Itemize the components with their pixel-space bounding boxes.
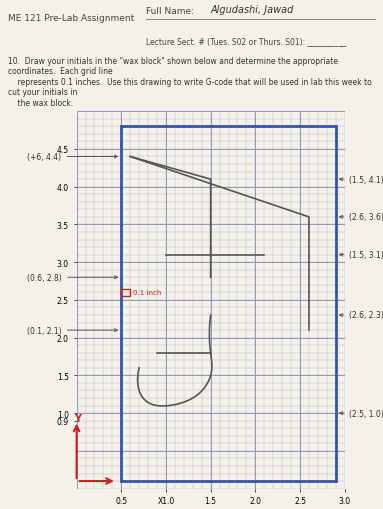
- Text: (2.6, 3.6): (2.6, 3.6): [340, 213, 383, 222]
- Text: Y: Y: [74, 413, 81, 423]
- Text: (2.6, 2.3): (2.6, 2.3): [340, 311, 383, 320]
- Text: Lecture Sect. # (Tues. S02 or Thurs. S01): __________: Lecture Sect. # (Tues. S02 or Thurs. S01…: [146, 37, 346, 46]
- Bar: [121, 127, 336, 481]
- Text: (2.5, 1.0): (2.5, 1.0): [340, 409, 383, 418]
- Text: 0.1 inch: 0.1 inch: [133, 290, 161, 296]
- Text: Algudashi, Jawad: Algudashi, Jawad: [211, 5, 294, 15]
- Text: ME 121 Pre-Lab Assignment: ME 121 Pre-Lab Assignment: [8, 14, 134, 23]
- Text: (+6, 4.4): (+6, 4.4): [28, 153, 118, 162]
- Text: (0.1, 2.1): (0.1, 2.1): [28, 326, 118, 335]
- Text: (1.5, 4.1): (1.5, 4.1): [340, 175, 383, 184]
- Bar: [121, 289, 130, 297]
- Text: Full Name:: Full Name:: [146, 7, 193, 16]
- Text: 10.  Draw your initials in the "wax block" shown below and determine the appropr: 10. Draw your initials in the "wax block…: [8, 57, 372, 107]
- Text: (0.6, 2.8): (0.6, 2.8): [28, 273, 118, 282]
- Text: (1.5, 3.1): (1.5, 3.1): [340, 250, 383, 260]
